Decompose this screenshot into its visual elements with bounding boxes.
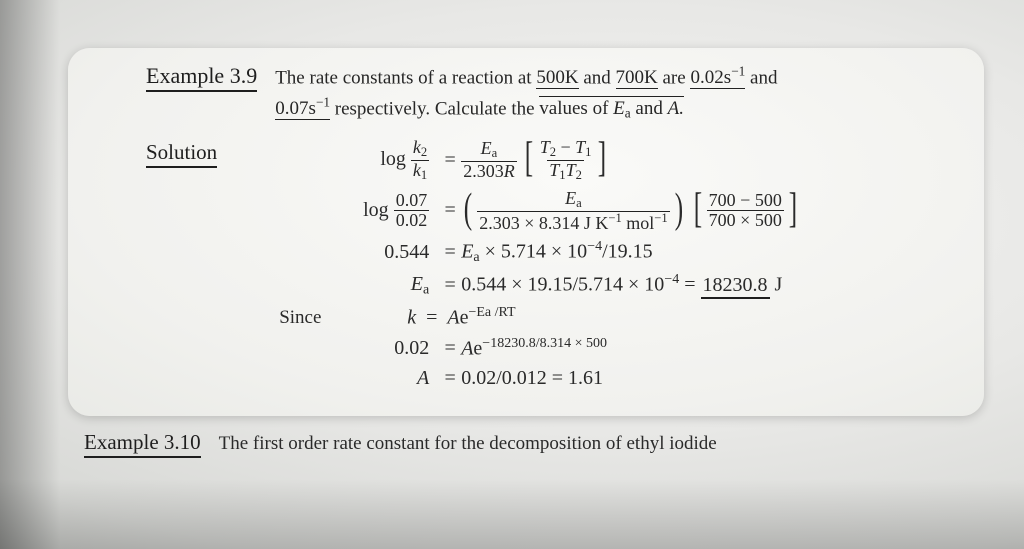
equation-3: 0.544 = Ea × 5.714 × 10−4/19.15 bbox=[247, 239, 966, 266]
result-ea: 18230.8 bbox=[701, 274, 770, 299]
problem-statement: The rate constants of a reaction at 500K… bbox=[275, 62, 777, 124]
next-example-text: The first order rate constant for the de… bbox=[219, 433, 717, 455]
line2-rest: respectively. Calculate the bbox=[330, 98, 539, 119]
since-word: Since bbox=[247, 307, 429, 329]
textbook-page: Example 3.9 The rate constants of a reac… bbox=[0, 0, 1024, 549]
next-example-label: Example 3.10 bbox=[84, 430, 201, 458]
and-word: and bbox=[745, 67, 777, 88]
equation-2: log 0.07 0.02 = ( Ea 2.303 × 8.314 J K−1 bbox=[247, 189, 966, 234]
example-card: Example 3.9 The rate constants of a reac… bbox=[68, 48, 984, 416]
equations: log k2 k1 = Ea 2.303R [ bbox=[247, 132, 966, 396]
and-a-over: and A. bbox=[631, 96, 684, 119]
temp-2: 700K bbox=[616, 67, 658, 89]
temp-1: 500K bbox=[536, 67, 578, 89]
solution-label: Solution bbox=[146, 140, 217, 168]
next-example-row: Example 3.10 The first order rate consta… bbox=[84, 430, 984, 458]
solution-block: Solution log k2 k1 = Ea bbox=[146, 132, 966, 396]
rate-k2: 0.07s−1 bbox=[275, 98, 330, 120]
values-of-ea: values of Ea bbox=[539, 96, 630, 119]
equation-7: A = 0.02/0.012 = 1.61 bbox=[247, 367, 966, 390]
equation-6: 0.02 = Ae−18230.8/8.314 × 500 bbox=[247, 336, 966, 361]
mid-and-1: and bbox=[579, 67, 616, 88]
example-header: Example 3.9 The rate constants of a reac… bbox=[146, 62, 966, 124]
example-label: Example 3.9 bbox=[146, 63, 257, 92]
equation-1: log k2 k1 = Ea 2.303R [ bbox=[247, 138, 966, 183]
mid-are: are bbox=[658, 67, 691, 88]
problem-text-1: The rate constants of a reaction at bbox=[275, 67, 536, 88]
equation-4: Ea = 0.544 × 19.15/5.714 × 10−4 = 18230.… bbox=[247, 272, 966, 299]
rate-k1: 0.02s−1 bbox=[690, 67, 745, 89]
equation-5: Since k = Ae−Ea /RT bbox=[247, 305, 966, 330]
